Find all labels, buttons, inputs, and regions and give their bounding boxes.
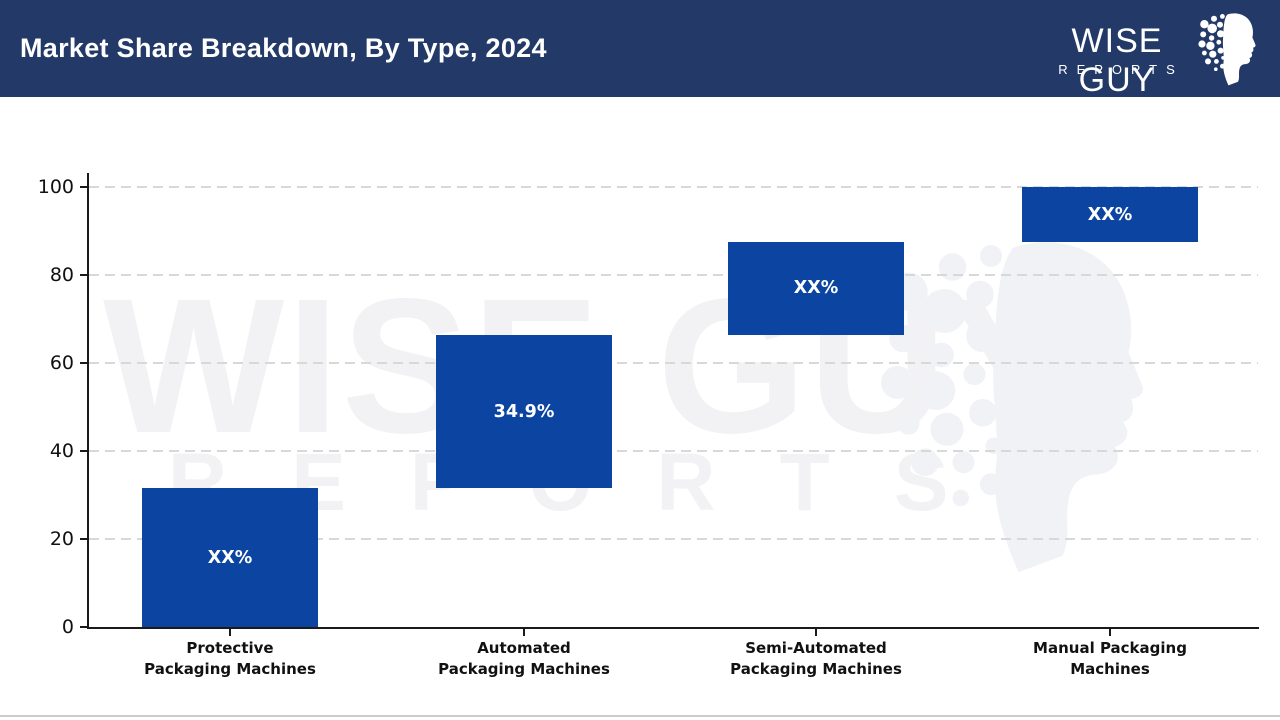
y-tick-label: 60 xyxy=(49,352,74,374)
y-tick-mark xyxy=(80,626,88,628)
header-bar: Market Share Breakdown, By Type, 2024 WI… xyxy=(0,0,1280,99)
gridline xyxy=(89,274,1258,276)
x-category-label: Semi-Automated Packaging Machines xyxy=(730,639,902,678)
y-tick-mark xyxy=(80,274,88,276)
y-tick-label: 100 xyxy=(37,176,74,198)
y-tick-label: 80 xyxy=(49,264,74,286)
gridline xyxy=(89,450,1258,452)
logo-reports-text: REPORTS xyxy=(1058,62,1184,77)
bar-value-label: 34.9% xyxy=(493,401,555,422)
bar-segment: XX% xyxy=(142,488,318,627)
bar-value-label: XX% xyxy=(207,547,253,568)
x-tick-mark xyxy=(229,629,231,636)
brand-logo: WISE GUY REPORTS xyxy=(1028,6,1268,99)
x-tick-mark xyxy=(523,629,525,636)
gridline xyxy=(89,538,1258,540)
gridline xyxy=(89,186,1258,188)
page-title: Market Share Breakdown, By Type, 2024 xyxy=(20,33,547,63)
x-axis-spine xyxy=(87,627,1259,629)
bar-value-label: XX% xyxy=(1087,204,1133,225)
x-tick-mark xyxy=(1109,629,1111,636)
y-axis-spine xyxy=(87,173,89,629)
y-tick-mark xyxy=(80,186,88,188)
x-tick-mark xyxy=(815,629,817,636)
y-tick-mark xyxy=(80,538,88,540)
y-tick-label: 20 xyxy=(49,528,74,550)
gridline xyxy=(89,362,1258,364)
bar-segment: XX% xyxy=(728,242,904,335)
bar-segment: XX% xyxy=(1022,187,1198,242)
x-category-label: Protective Packaging Machines xyxy=(144,639,316,678)
x-category-label: Automated Packaging Machines xyxy=(438,639,610,678)
x-category-label: Manual Packaging Machines xyxy=(1033,639,1187,678)
bar-segment: 34.9% xyxy=(436,334,612,489)
logo-wiseguy-text: WISE GUY xyxy=(1071,22,1163,99)
y-tick-mark xyxy=(80,362,88,364)
y-tick-label: 0 xyxy=(61,616,74,638)
bar-value-label: XX% xyxy=(793,278,839,299)
y-tick-mark xyxy=(80,450,88,452)
y-tick-label: 40 xyxy=(49,440,74,462)
bottom-divider xyxy=(0,715,1280,717)
